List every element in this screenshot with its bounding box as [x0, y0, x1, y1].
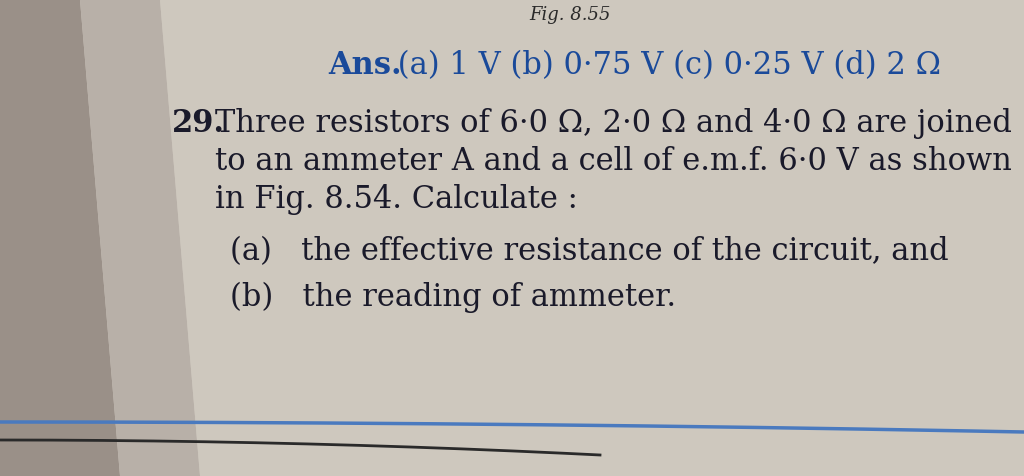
Text: (a) 1 V (b) 0·75 V (c) 0·25 V (d) 2 Ω: (a) 1 V (b) 0·75 V (c) 0·25 V (d) 2 Ω — [388, 50, 941, 81]
Text: Ans.: Ans. — [328, 50, 401, 81]
Text: in Fig. 8.54. Calculate :: in Fig. 8.54. Calculate : — [215, 184, 578, 215]
Text: to an ammeter A and a cell of e.m.f. 6·0 V as shown: to an ammeter A and a cell of e.m.f. 6·0… — [215, 146, 1012, 177]
Polygon shape — [80, 0, 200, 476]
Text: Three resistors of 6·0 Ω, 2·0 Ω and 4·0 Ω are joined: Three resistors of 6·0 Ω, 2·0 Ω and 4·0 … — [215, 108, 1012, 139]
Text: Fig. 8.55: Fig. 8.55 — [529, 6, 610, 24]
Polygon shape — [160, 0, 1024, 476]
Text: 29.: 29. — [172, 108, 225, 139]
Text: (b)   the reading of ammeter.: (b) the reading of ammeter. — [230, 282, 676, 313]
Text: (a)   the effective resistance of the circuit, and: (a) the effective resistance of the circ… — [230, 236, 948, 267]
Polygon shape — [0, 0, 120, 476]
